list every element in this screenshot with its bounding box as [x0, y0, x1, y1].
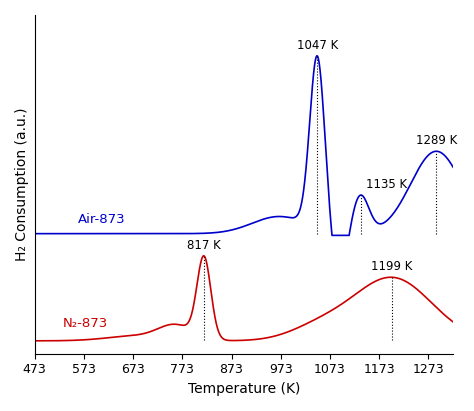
- Text: 1199 K: 1199 K: [371, 260, 413, 273]
- Text: N₂-873: N₂-873: [63, 317, 108, 330]
- Text: Air-873: Air-873: [77, 213, 125, 226]
- Text: 817 K: 817 K: [187, 239, 221, 252]
- Text: 1289 K: 1289 K: [416, 134, 457, 147]
- Y-axis label: H₂ Consumption (a.u.): H₂ Consumption (a.u.): [15, 108, 29, 261]
- Text: 1135 K: 1135 K: [366, 178, 408, 191]
- Text: 1047 K: 1047 K: [297, 39, 338, 52]
- X-axis label: Temperature (K): Temperature (K): [188, 382, 300, 396]
